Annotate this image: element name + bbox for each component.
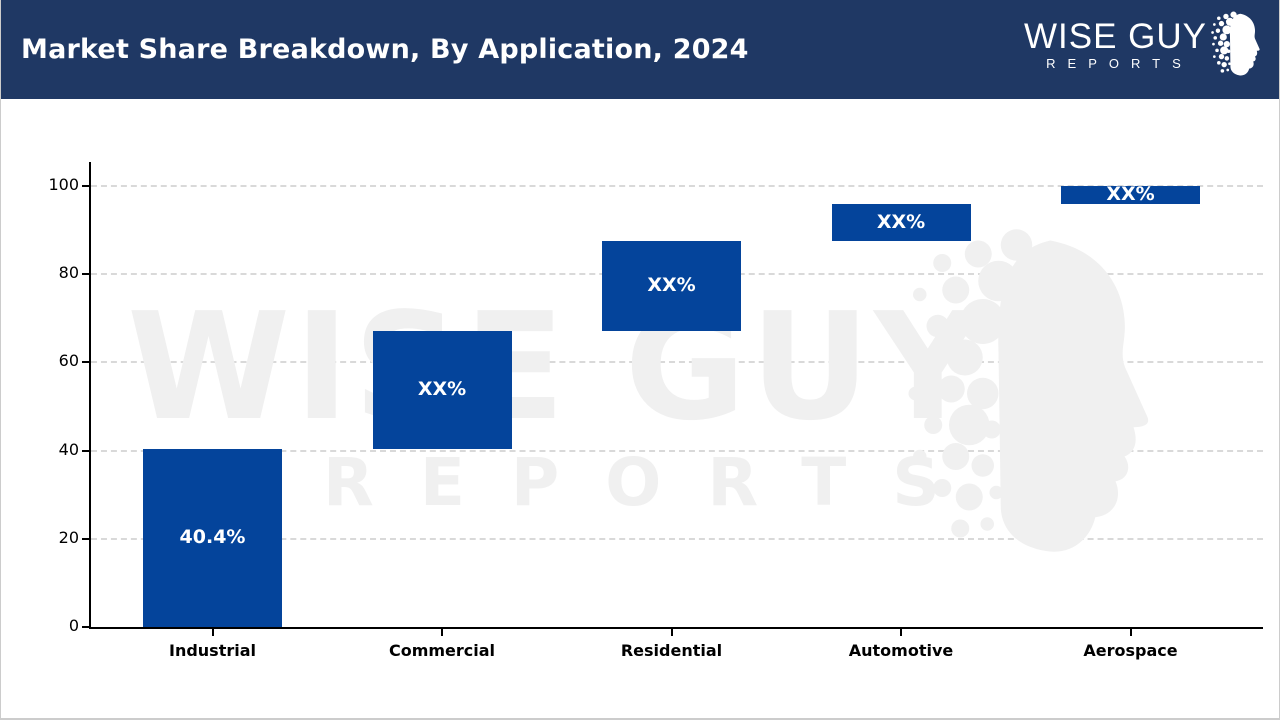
bar-aerospace: XX% [1061,183,1200,206]
y-tick-label: 40 [58,439,79,459]
logo-wordmark: WISE GUY REPORTS [1023,16,1207,72]
x-tick-label: Aerospace [1083,641,1178,660]
gridline-20 [91,537,1263,540]
page-title: Market Share Breakdown, By Application, … [21,34,749,65]
y-axis-tick [82,185,89,187]
y-tick-label: 0 [68,616,79,635]
logo-wordmark-line1: WISE GUY [1023,16,1207,56]
bar-value-label: XX% [1106,183,1155,206]
y-axis-tick [82,361,89,364]
header-bar: Market Share Breakdown, By Application, … [1,0,1279,99]
y-axis-line [89,162,91,629]
bar-value-label: 40.4% [179,526,246,549]
x-axis-tick [211,629,214,636]
y-axis-tick [82,449,89,452]
y-tick-label: 80 [58,263,79,283]
x-axis-tick [441,629,443,636]
x-tick-label: Residential [620,641,723,660]
x-tick-label: Industrial [168,641,256,660]
x-axis-line [89,627,1263,629]
bar-industrial: 40.4% [143,448,282,627]
x-axis-tick [1129,629,1132,636]
gridline-100 [91,185,1263,187]
gridline-40 [91,449,1263,452]
bar-value-label: XX% [647,274,696,297]
x-axis-tick [900,629,902,636]
logo-wordmark-line2: REPORTS [1046,56,1193,72]
y-axis-tick [82,537,89,540]
bar-commercial: XX% [372,330,512,449]
bar-value-label: XX% [417,378,467,401]
y-tick-label: 100 [48,175,79,194]
bar-residential: XX% [602,240,741,331]
y-tick-label: 20 [58,527,79,547]
y-tick-label: 60 [58,351,79,371]
y-axis-tick [82,626,89,628]
x-tick-label: Commercial [388,641,496,660]
y-axis-tick [82,273,89,276]
bar-value-label: XX% [876,210,926,233]
x-tick-label: Automotive [848,641,954,660]
gridline-60 [91,361,1263,364]
bar-automotive: XX% [831,203,971,241]
x-axis-tick [670,629,673,636]
wise-guy-logo: WISE GUY REPORTS [1024,4,1267,86]
logo-head-icon [1211,11,1260,76]
